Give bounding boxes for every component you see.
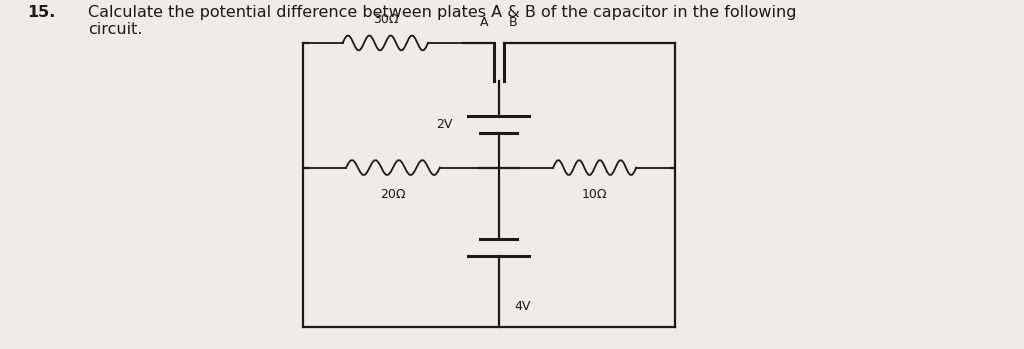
Text: A: A	[480, 16, 488, 29]
Text: 30Ω: 30Ω	[373, 13, 398, 25]
Text: Calculate the potential difference between plates A & B of the capacitor in the : Calculate the potential difference betwe…	[88, 5, 797, 37]
Text: B: B	[509, 16, 517, 29]
Text: 2V: 2V	[436, 118, 453, 131]
Text: 15.: 15.	[27, 5, 55, 20]
Text: 10Ω: 10Ω	[582, 188, 607, 201]
Text: 4V: 4V	[514, 300, 530, 313]
Text: 20Ω: 20Ω	[380, 188, 406, 201]
